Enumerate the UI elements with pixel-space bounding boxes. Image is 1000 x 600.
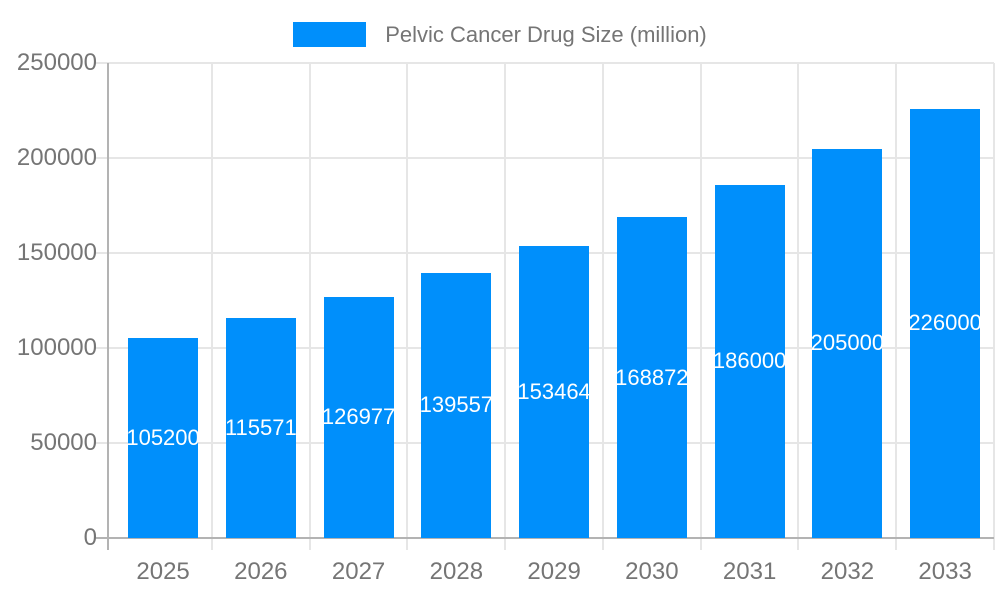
bar-value-label: 226000 [910,310,981,336]
x-gridline [797,63,800,538]
y-tick [96,157,108,159]
x-tick [797,538,800,550]
x-gridline [504,63,507,538]
x-axis-label: 2030 [625,558,679,585]
legend-label: Pelvic Cancer Drug Size (million) [385,22,707,47]
bar-value-label: 153464 [519,379,590,405]
y-axis-label: 0 [83,524,97,551]
x-axis-label: 2032 [820,558,875,585]
x-tick [895,538,898,550]
y-gridline [108,157,994,159]
bar-2030[interactable]: 168872 [616,217,687,538]
y-tick [96,252,108,254]
x-gridline [406,63,409,538]
x-axis-label: 2028 [429,558,484,585]
x-gridline [210,63,213,538]
x-tick [504,538,507,550]
bar-2033[interactable]: 226000 [910,108,981,538]
legend-marker-swatch [293,22,367,47]
x-tick [210,538,213,550]
bar-2032[interactable]: 205000 [812,148,883,538]
bar-value-label: 186000 [714,348,785,374]
bar-2029[interactable]: 153464 [519,246,590,538]
y-gridline [108,62,994,64]
x-axis-label: 2029 [527,558,581,585]
y-axis-label: 200000 [16,144,97,171]
x-axis-label: 2031 [722,558,777,585]
x-axis-label: 2027 [331,558,386,585]
x-tick [699,538,702,550]
bar-value-label: 205000 [812,330,883,356]
x-gridline [993,63,995,538]
x-gridline [699,63,702,538]
bar-2028[interactable]: 139557 [421,272,492,538]
x-axis-line [96,537,994,539]
y-axis-label: 250000 [16,49,97,76]
bar-2027[interactable]: 126977 [323,296,394,538]
x-axis-label: 2025 [136,558,190,585]
bar-value-label: 126977 [323,404,394,430]
x-gridline [895,63,898,538]
y-axis-label: 150000 [16,239,97,266]
y-axis-label: 100000 [16,334,97,361]
y-axis-line [107,63,109,550]
x-tick [308,538,311,550]
bar-value-label: 115571 [225,415,296,441]
bar-value-label: 139557 [421,392,492,418]
x-tick [993,538,995,550]
y-tick [96,442,108,444]
x-gridline [308,63,311,538]
x-axis-label: 2026 [234,558,288,585]
bar-2025[interactable]: 105200 [128,338,199,538]
y-tick [96,347,108,349]
bar-value-label: 105200 [128,425,199,451]
bar-2031[interactable]: 186000 [714,184,785,538]
y-axis-label: 50000 [30,429,97,456]
x-tick [406,538,409,550]
x-tick [601,538,604,550]
legend[interactable]: Pelvic Cancer Drug Size (million) [0,22,1000,47]
x-axis-label: 2033 [918,558,972,585]
x-gridline [601,63,604,538]
bar-2026[interactable]: 115571 [225,318,296,538]
bar-value-label: 168872 [616,364,687,390]
y-tick [96,62,108,64]
